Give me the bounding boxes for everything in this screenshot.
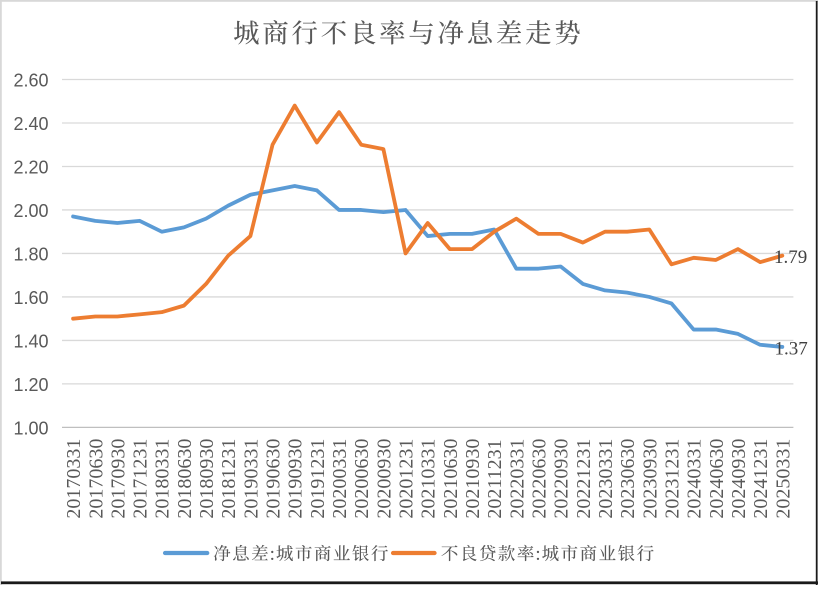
svg-text:2.60: 2.60 — [13, 71, 48, 91]
svg-text:20210630: 20210630 — [440, 439, 462, 519]
svg-text:20240630: 20240630 — [706, 439, 728, 519]
svg-text:20231231: 20231231 — [662, 439, 684, 519]
svg-text:1.37: 1.37 — [775, 339, 808, 360]
svg-text:20181231: 20181231 — [218, 439, 240, 519]
svg-text:20250331: 20250331 — [772, 439, 794, 519]
svg-text:20221231: 20221231 — [573, 439, 595, 519]
svg-text:20210331: 20210331 — [418, 439, 440, 519]
svg-text:20200630: 20200630 — [351, 439, 373, 519]
svg-text:1.40: 1.40 — [13, 332, 48, 352]
svg-text:1.00: 1.00 — [13, 419, 48, 439]
svg-text:20220930: 20220930 — [551, 439, 573, 519]
svg-text:20190331: 20190331 — [240, 439, 262, 519]
svg-text:20190630: 20190630 — [263, 439, 285, 519]
svg-text:20190930: 20190930 — [285, 439, 307, 519]
svg-text:20170331: 20170331 — [63, 439, 85, 519]
svg-text:20220331: 20220331 — [506, 439, 528, 519]
svg-text:20171231: 20171231 — [130, 439, 152, 519]
svg-text:1.80: 1.80 — [13, 245, 48, 265]
svg-text:2.40: 2.40 — [13, 114, 48, 134]
svg-text:20210930: 20210930 — [462, 439, 484, 519]
svg-text:1.79: 1.79 — [774, 247, 807, 268]
svg-text:20180331: 20180331 — [152, 439, 174, 519]
svg-text:20241231: 20241231 — [750, 439, 772, 519]
svg-text:20200930: 20200930 — [373, 439, 395, 519]
svg-text:20200331: 20200331 — [329, 439, 351, 519]
svg-text:20240930: 20240930 — [728, 439, 750, 519]
svg-text:20201231: 20201231 — [396, 439, 418, 519]
svg-text:20230630: 20230630 — [617, 439, 639, 519]
svg-text:1.60: 1.60 — [13, 288, 48, 308]
svg-text:2.00: 2.00 — [13, 201, 48, 221]
svg-text:20211231: 20211231 — [484, 439, 506, 518]
svg-text:1.20: 1.20 — [13, 375, 48, 395]
svg-text:2.20: 2.20 — [13, 158, 48, 178]
svg-text:20180630: 20180630 — [174, 439, 196, 519]
svg-text:20180930: 20180930 — [196, 439, 218, 519]
svg-text:20170630: 20170630 — [85, 439, 107, 519]
svg-text:20170930: 20170930 — [107, 439, 129, 519]
svg-text:20230930: 20230930 — [639, 439, 661, 519]
svg-text:20240331: 20240331 — [684, 439, 706, 519]
svg-text:20230331: 20230331 — [595, 439, 617, 519]
svg-text:20220630: 20220630 — [529, 439, 551, 519]
svg-text:20191231: 20191231 — [307, 439, 329, 519]
